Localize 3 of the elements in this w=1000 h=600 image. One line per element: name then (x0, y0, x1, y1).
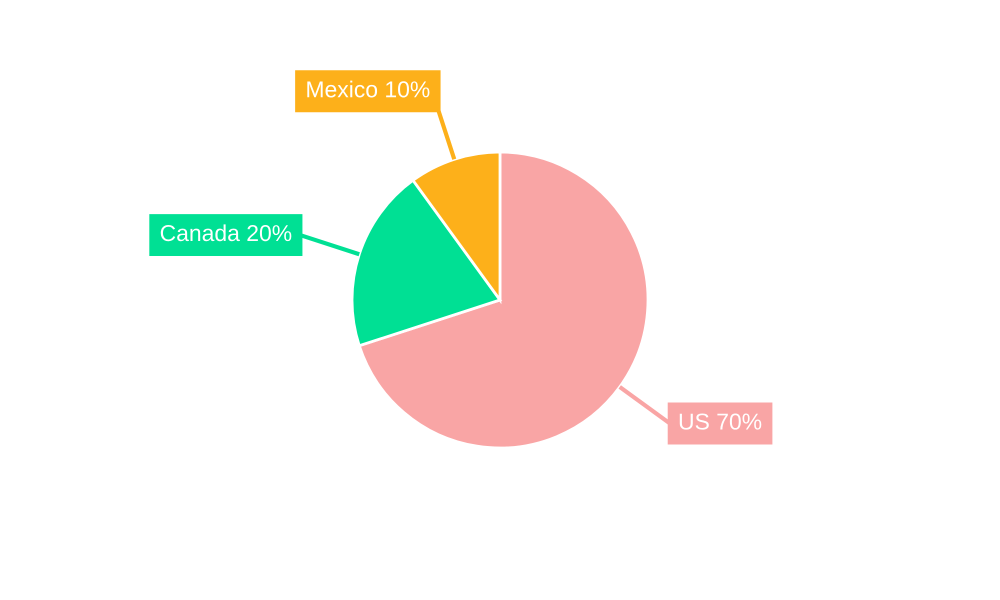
slice-label: Canada 20% (160, 224, 292, 242)
slice-label: US 70% (680, 413, 762, 430)
slice-label: Mexico 10% (307, 80, 430, 98)
